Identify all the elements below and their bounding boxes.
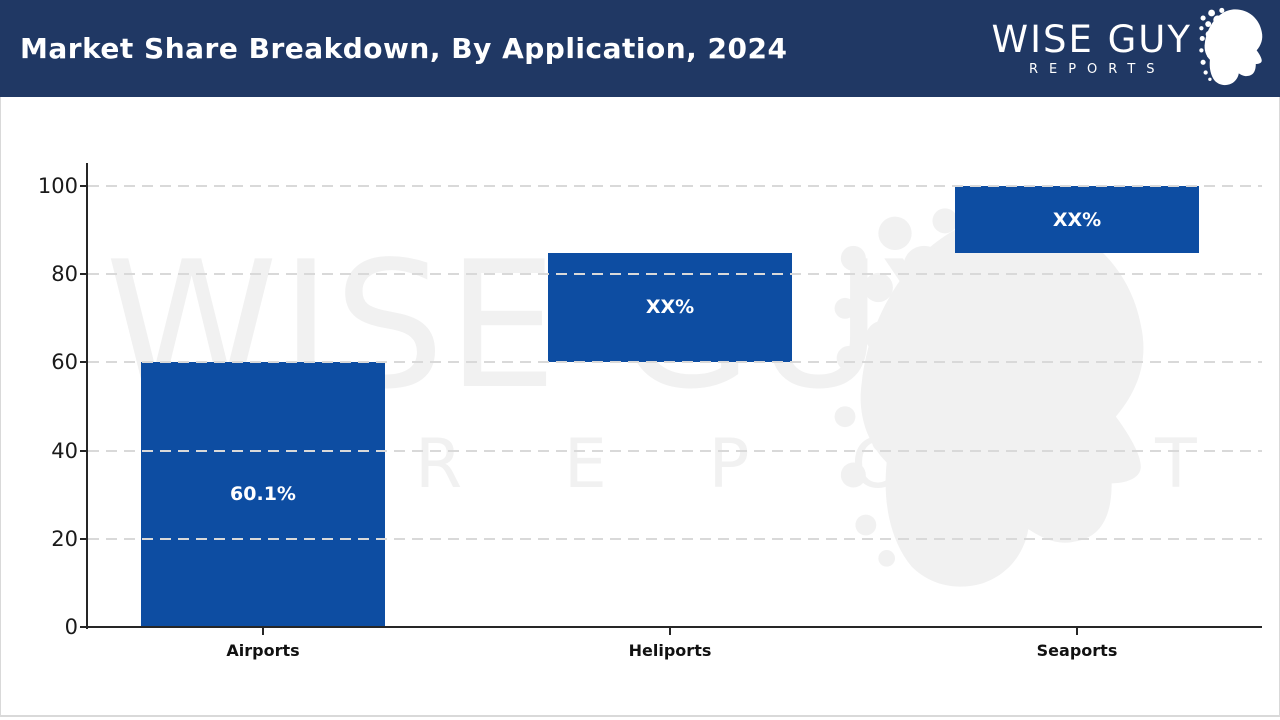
- y-tick-label-100: 100: [37, 174, 78, 198]
- logo-subtitle: REPORTS: [1028, 61, 1166, 77]
- x-axis-line: [86, 626, 1262, 628]
- x-tick-label-airports: Airports: [226, 641, 300, 660]
- logo-text: WISE GUY REPORTS: [992, 21, 1192, 77]
- gridline-y40: [88, 449, 1262, 452]
- y-tick-label-0: 0: [64, 615, 78, 639]
- watermark-head-icon: [800, 200, 1190, 604]
- y-tick-label-20: 20: [51, 526, 78, 551]
- wise-guy-reports-logo: WISE GUY REPORTS: [992, 6, 1266, 92]
- x-tick-label-seaports: Seaports: [1036, 641, 1118, 660]
- y-tick-mark: [80, 273, 88, 276]
- bar-heliports: XX%: [548, 253, 792, 362]
- y-tick-mark: [80, 361, 88, 364]
- y-tick-mark: [80, 185, 88, 187]
- y-tick-mark: [80, 626, 88, 628]
- bar-airports: 60.1%: [141, 361, 385, 627]
- gridline-y80: [88, 273, 1262, 276]
- y-tick-label-80: 80: [51, 262, 78, 287]
- x-tick-mark: [1076, 627, 1078, 635]
- x-tick-mark: [262, 627, 264, 635]
- header-bar: Market Share Breakdown, By Application, …: [0, 0, 1280, 97]
- gridline-y20: [88, 537, 1262, 540]
- y-tick-label-60: 60: [51, 350, 78, 375]
- logo-name: WISE GUY: [991, 17, 1192, 61]
- gridline-y60: [88, 361, 1262, 364]
- page-title: Market Share Breakdown, By Application, …: [20, 32, 788, 65]
- bar-seaports: XX%: [955, 186, 1199, 254]
- y-tick-mark: [80, 449, 88, 452]
- bar-value-label: XX%: [645, 296, 695, 319]
- x-tick-label-heliports: Heliports: [628, 641, 712, 660]
- y-axis-line: [86, 163, 88, 629]
- y-tick-label-40: 40: [51, 438, 78, 463]
- dotted-head-logo-icon: [1198, 6, 1266, 92]
- gridline-y100: [88, 185, 1262, 187]
- x-tick-mark: [669, 627, 671, 635]
- bar-value-label: 60.1%: [230, 483, 296, 506]
- bar-value-label: XX%: [1052, 208, 1102, 231]
- y-tick-mark: [80, 537, 88, 540]
